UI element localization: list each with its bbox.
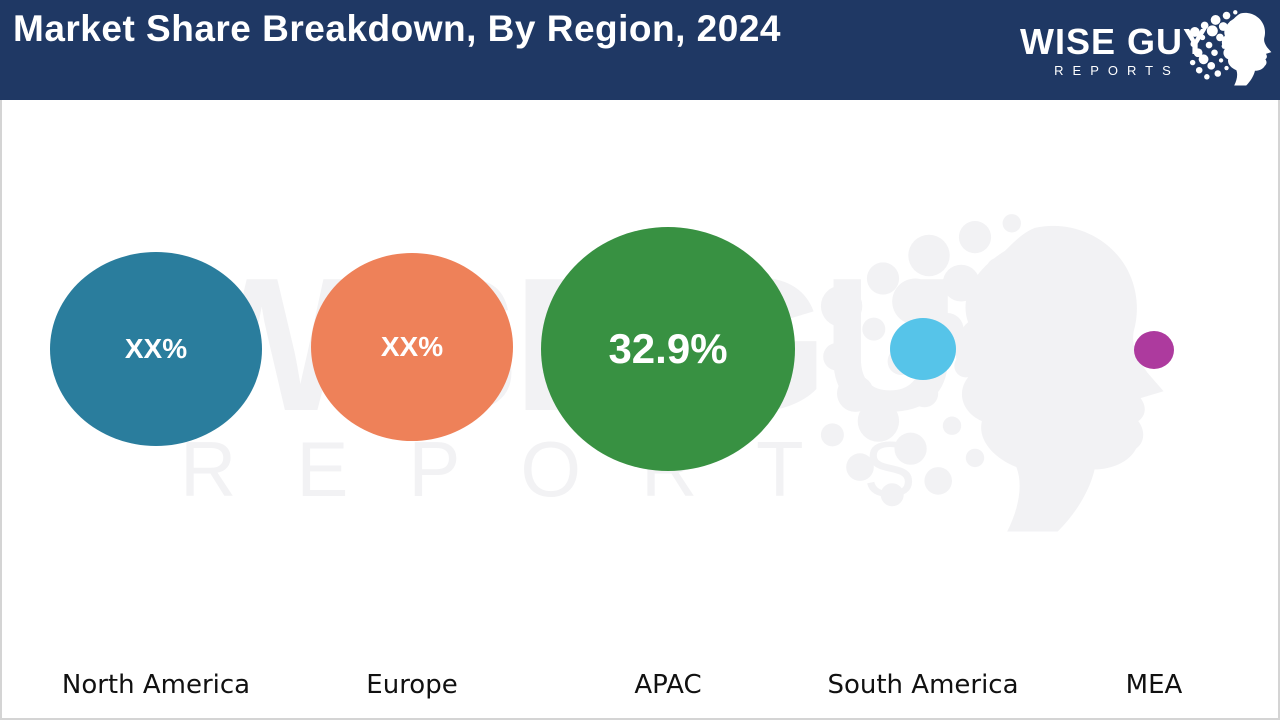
bubble-value-label: XX%: [124, 333, 188, 364]
bubble-value-label: XX%: [380, 331, 444, 362]
category-label-apac: APAC: [634, 670, 702, 700]
watermark-subtext: REPORTS: [180, 425, 976, 513]
category-label-mea: MEA: [1125, 670, 1183, 700]
category-label-north-america: North America: [61, 670, 251, 700]
bubble-europe: XX%: [311, 253, 513, 441]
category-label-europe: Europe: [366, 670, 458, 700]
logo-wordmark: WISE GUY: [1019, 20, 1208, 62]
header-bar: Market Share Breakdown, By Region, 2024 …: [0, 0, 1280, 100]
logo-text: WISE GUY REPORTS: [1019, 20, 1208, 78]
page-title: Market Share Breakdown, By Region, 2024: [13, 8, 781, 49]
brand-logo: WISE GUY REPORTS: [1020, 4, 1276, 96]
chart-area: WISE GUY REPORTS XX%North AmericaXX%Euro…: [0, 100, 1280, 720]
logo-subtext: REPORTS: [1054, 62, 1180, 78]
category-label-south-america: South America: [827, 670, 1019, 700]
watermark-head-icon: [820, 214, 1164, 532]
bubble-south-america: [890, 318, 956, 380]
bubble-mea: [1134, 331, 1174, 369]
bubble-value-label: 32.9%: [608, 325, 728, 372]
bubble-north-america: XX%: [50, 252, 262, 446]
logo-head-icon: [1189, 10, 1272, 86]
bubble-apac: 32.9%: [541, 227, 795, 471]
